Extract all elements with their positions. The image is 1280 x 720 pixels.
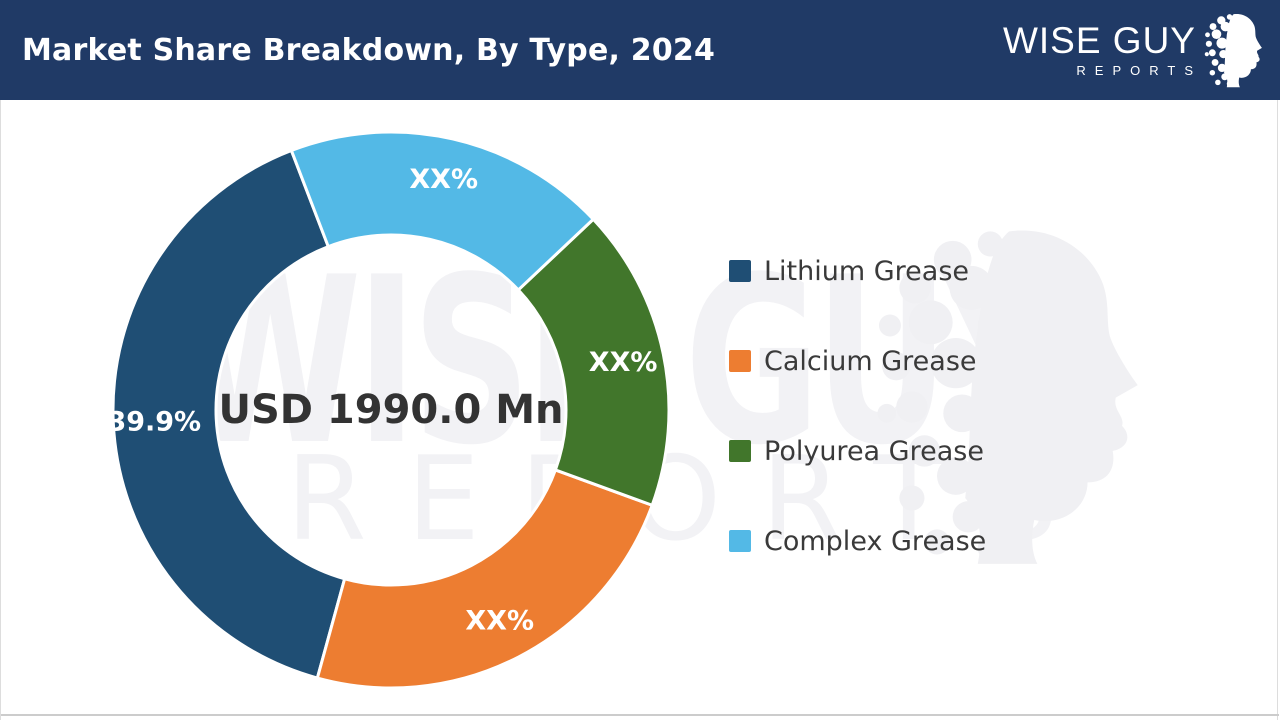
bottom-border-line xyxy=(1,714,1279,716)
face-profile-icon xyxy=(1202,10,1264,90)
legend-swatch xyxy=(729,530,751,552)
legend-item[interactable]: Polyurea Grease xyxy=(729,435,986,467)
legend-item[interactable]: Lithium Grease xyxy=(729,255,986,287)
donut-segment-complex-grease[interactable] xyxy=(289,130,596,293)
chart-title: Market Share Breakdown, By Type, 2024 xyxy=(22,32,716,68)
legend-label: Calcium Grease xyxy=(764,345,977,377)
center-value-label: USD 1990.0 Mn xyxy=(219,387,564,433)
logo-text-block: WISE GUY REPORTS xyxy=(1002,20,1196,78)
segment-value-label: XX% xyxy=(409,164,478,195)
legend-label: Lithium Grease xyxy=(764,255,970,287)
donut-segment-lithium-grease[interactable] xyxy=(111,148,347,680)
chart-area: WISE GUY REPORTS 39.9% XX% XX% XX% USD 1990.… xyxy=(0,100,1279,720)
donut-chart: 39.9% XX% XX% XX% USD 1990.0 Mn xyxy=(107,130,671,690)
logo-subtext: REPORTS xyxy=(1076,62,1202,78)
donut-segment-polyurea-grease[interactable] xyxy=(516,217,671,508)
legend-label: Polyurea Grease xyxy=(764,435,984,467)
legend: Lithium Grease Calcium Grease Polyurea G… xyxy=(729,258,986,618)
segment-value-label: 39.9% xyxy=(107,407,201,438)
segment-value-label: XX% xyxy=(465,606,534,637)
legend-item[interactable]: Calcium Grease xyxy=(729,345,986,377)
legend-label: Complex Grease xyxy=(764,525,987,557)
wise-guy-logo: WISE GUY REPORTS xyxy=(1003,8,1264,92)
legend-swatch xyxy=(729,440,751,462)
segment-value-label: XX% xyxy=(589,347,658,378)
logo-text: WISE GUY xyxy=(1002,20,1196,62)
legend-swatch xyxy=(729,350,751,372)
legend-swatch xyxy=(729,260,751,282)
header-bar: Market Share Breakdown, By Type, 2024 WI… xyxy=(0,0,1280,100)
donut-segment-calcium-grease[interactable] xyxy=(315,468,655,690)
legend-item[interactable]: Complex Grease xyxy=(729,525,987,557)
